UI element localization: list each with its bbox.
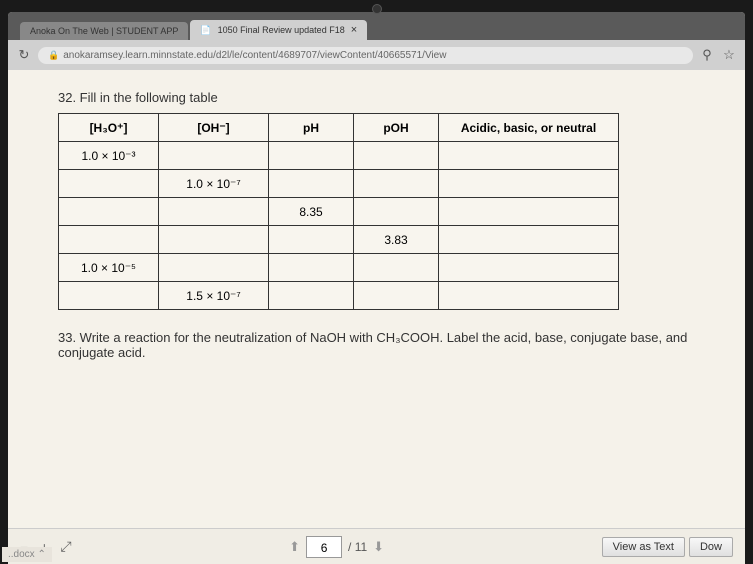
cell-poh [354, 254, 439, 282]
cell-ph [269, 254, 354, 282]
cell-abn [439, 170, 619, 198]
cell-abn [439, 142, 619, 170]
download-button[interactable]: Dow [689, 537, 733, 557]
cell-ph: 8.35 [269, 198, 354, 226]
cell-abn [439, 282, 619, 310]
cell-h3o: 1.0 × 10⁻³ [59, 142, 159, 170]
table-header-row: [H₃O⁺] [OH⁻] pH pOH Acidic, basic, or ne… [59, 114, 619, 142]
tab-label: 1050 Final Review updated F18 [218, 25, 345, 35]
cell-ph [269, 282, 354, 310]
cell-oh: 1.5 × 10⁻⁷ [159, 282, 269, 310]
cell-ph [269, 170, 354, 198]
page-down-icon[interactable]: ⬇ [373, 539, 384, 555]
cell-poh [354, 142, 439, 170]
url-field[interactable]: 🔒 anokaramsey.learn.minnstate.edu/d2l/le… [38, 47, 693, 64]
cell-oh [159, 142, 269, 170]
table-row: 1.0 × 10⁻³ [59, 142, 619, 170]
page-up-icon[interactable]: ⬆ [289, 539, 300, 555]
cell-abn [439, 198, 619, 226]
browser-tab-strip: Anoka On The Web | STUDENT APP 📄 1050 Fi… [8, 12, 745, 40]
fit-icon[interactable]: ⤢ [60, 538, 71, 555]
cell-oh [159, 198, 269, 226]
cell-oh [159, 226, 269, 254]
page-total-label: / 11 [348, 540, 367, 554]
header-oh: [OH⁻] [159, 114, 269, 142]
browser-tab-2[interactable]: 📄 1050 Final Review updated F18 × [190, 20, 367, 40]
header-poh: pOH [354, 114, 439, 142]
cell-poh [354, 282, 439, 310]
browser-tab-1[interactable]: Anoka On The Web | STUDENT APP [20, 22, 188, 40]
cell-h3o [59, 170, 159, 198]
cell-poh [354, 198, 439, 226]
page-number-input[interactable]: 6 [306, 536, 342, 558]
url-text: anokaramsey.learn.minnstate.edu/d2l/le/c… [63, 50, 446, 61]
header-h3o: [H₃O⁺] [59, 114, 159, 142]
lock-icon: 🔒 [48, 50, 59, 61]
cell-ph [269, 142, 354, 170]
tab-favicon: 📄 [200, 25, 211, 36]
pdf-toolbar: − + ⤢ ⬆ 6 / 11 ⬇ View as Text Dow [8, 528, 745, 564]
screen: Anoka On The Web | STUDENT APP 📄 1050 Fi… [8, 12, 745, 564]
chemistry-table: [H₃O⁺] [OH⁻] pH pOH Acidic, basic, or ne… [58, 113, 619, 310]
table-row: 3.83 [59, 226, 619, 254]
download-chip[interactable]: ..docx ⌃ [8, 547, 52, 562]
url-bar: ↻ 🔒 anokaramsey.learn.minnstate.edu/d2l/… [8, 40, 745, 70]
cell-poh [354, 170, 439, 198]
cell-h3o: 1.0 × 10⁻⁵ [59, 254, 159, 282]
cell-oh: 1.0 × 10⁻⁷ [159, 170, 269, 198]
table-row: 8.35 [59, 198, 619, 226]
star-icon[interactable]: ☆ [721, 47, 737, 63]
cell-h3o [59, 198, 159, 226]
close-icon[interactable]: × [351, 24, 357, 36]
question-text: 33. Write a reaction for the neutralizat… [58, 330, 695, 360]
cell-abn [439, 254, 619, 282]
cell-oh [159, 254, 269, 282]
cell-h3o [59, 226, 159, 254]
document-content: 32. Fill in the following table [H₃O⁺] [… [8, 70, 745, 528]
tab-label: Anoka On The Web | STUDENT APP [30, 26, 178, 36]
cell-poh: 3.83 [354, 226, 439, 254]
table-row: 1.5 × 10⁻⁷ [59, 282, 619, 310]
header-abn: Acidic, basic, or neutral [439, 114, 619, 142]
camera [372, 4, 382, 14]
question-32: 32. Fill in the following table [H₃O⁺] [… [58, 90, 695, 310]
header-ph: pH [269, 114, 354, 142]
search-icon[interactable]: ⚲ [699, 47, 715, 63]
question-33: 33. Write a reaction for the neutralizat… [58, 330, 695, 360]
table-row: 1.0 × 10⁻⁵ [59, 254, 619, 282]
laptop-frame: Anoka On The Web | STUDENT APP 📄 1050 Fi… [0, 0, 753, 564]
reload-icon[interactable]: ↻ [16, 47, 32, 63]
cell-abn [439, 226, 619, 254]
table-row: 1.0 × 10⁻⁷ [59, 170, 619, 198]
question-text: 32. Fill in the following table [58, 90, 695, 105]
cell-ph [269, 226, 354, 254]
cell-h3o [59, 282, 159, 310]
view-as-text-button[interactable]: View as Text [602, 537, 685, 557]
